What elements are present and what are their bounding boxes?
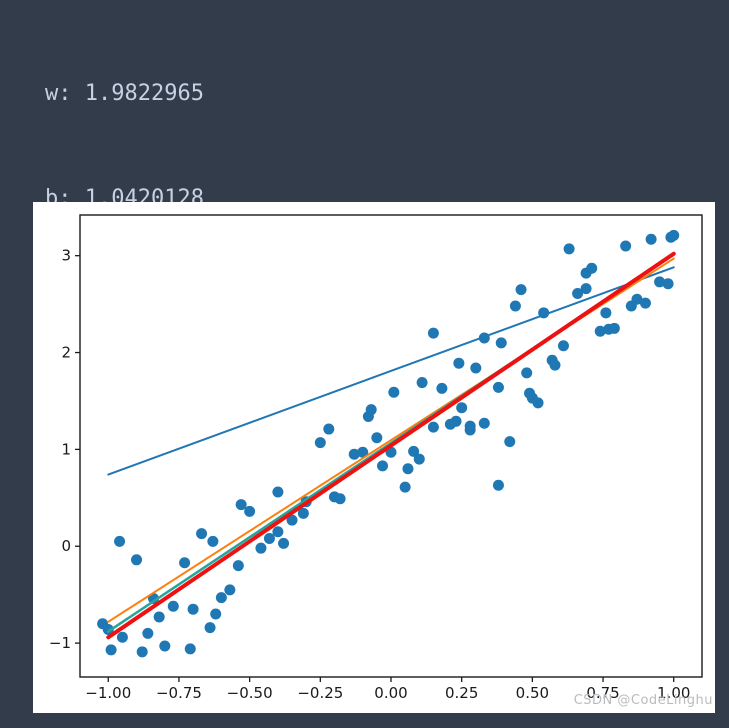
scatter-plot-svg: −1.00 −0.75 −0.50 −0.25 0.00 0.25 0.50 0.75 1.00… (49, 214, 703, 702)
scatter-point (453, 357, 465, 369)
scatter-point (668, 229, 680, 241)
scatter-point (495, 337, 507, 349)
x-tick-label: 0.00 (374, 684, 407, 702)
scatter-point (114, 535, 126, 547)
scatter-point (244, 505, 256, 517)
watermark: CSDN @CodeLinghu (573, 693, 713, 708)
scatter-point (105, 644, 117, 656)
scatter-point (478, 417, 490, 429)
scatter-point (210, 608, 222, 620)
scatter-point (416, 377, 428, 389)
scatter-point (532, 397, 544, 409)
scatter-point (136, 646, 148, 658)
scatter-point (600, 307, 612, 319)
scatter-point (504, 436, 516, 448)
scatter-point (580, 283, 592, 295)
y-tick-label: 2 (61, 344, 71, 362)
scatter-point (365, 404, 377, 416)
scatter-point (278, 537, 290, 549)
scatter-point (631, 293, 643, 305)
scatter-point (215, 592, 227, 604)
axes-border (79, 214, 703, 678)
y-tick-label: −1 (49, 634, 71, 652)
scatter-point (639, 297, 651, 309)
scatter-point (357, 446, 369, 458)
scatter-point (272, 486, 284, 498)
scatter-point (427, 327, 439, 339)
scatter-point (586, 262, 598, 274)
scatter-point (436, 382, 448, 394)
scatter-point (572, 287, 584, 299)
x-tick-label: −0.25 (297, 684, 343, 702)
scatter-point (456, 402, 468, 414)
console-line-w: w: 1.9822965 (45, 81, 204, 106)
scatter-point (620, 240, 632, 252)
scatter-point (334, 493, 346, 505)
scatter-point (232, 560, 244, 572)
scatter-point (179, 557, 191, 569)
scatter-point (594, 325, 606, 337)
scatter-point (645, 233, 657, 245)
scatter-point (450, 415, 462, 427)
scatter-point (492, 479, 504, 491)
scatter-point (402, 463, 414, 475)
scatter-point (224, 584, 236, 596)
x-tick-label: −0.50 (227, 684, 273, 702)
scatter-point (654, 276, 666, 288)
scatter-point (207, 535, 219, 547)
scatter-point (286, 514, 298, 526)
scatter-point (413, 453, 425, 465)
scatter-point (377, 460, 389, 472)
scatter-point (235, 499, 247, 511)
scatter-point (509, 300, 521, 312)
figure: −1.00 −0.75 −0.50 −0.25 0.00 0.25 0.50 0.75 1.00… (33, 202, 715, 713)
y-tick-label: 3 (61, 247, 71, 265)
y-tick-label: 1 (61, 440, 71, 458)
scatter-point (263, 532, 275, 544)
y-tick-label: 0 (61, 537, 71, 555)
scatter-point (148, 593, 160, 605)
x-tick-label: 0.25 (445, 684, 478, 702)
scatter-point (464, 420, 476, 432)
x-tick-label: −0.75 (156, 684, 202, 702)
scatter-point (255, 542, 267, 554)
scatter-point (427, 421, 439, 433)
scatter-point (297, 507, 309, 519)
scatter-point (116, 631, 128, 643)
scatter-point (371, 432, 383, 444)
scatter-point (102, 624, 114, 636)
epoch-line-1 (107, 266, 675, 476)
scatter-point (187, 603, 199, 615)
scatter-point (388, 386, 400, 398)
scatter-point (662, 278, 674, 290)
scatter-point (608, 322, 620, 334)
scatter-point (131, 554, 143, 566)
scatter-point (314, 437, 326, 449)
scatter-point (196, 528, 208, 540)
scatter-point (492, 381, 504, 393)
scatter-point (204, 622, 216, 634)
x-tick-label: 1.00 (657, 684, 690, 702)
scatter-point (142, 627, 154, 639)
x-tick-label: −1.00 (85, 684, 131, 702)
scatter-point (470, 362, 482, 374)
scatter-point (563, 243, 575, 255)
scatter-point (515, 284, 527, 296)
scatter-point (272, 526, 284, 538)
fitted-line-final (106, 251, 676, 640)
scatter-point (399, 481, 411, 493)
scatter-point (348, 448, 360, 460)
scatter-point (167, 600, 179, 612)
scatter-point (408, 445, 420, 457)
scatter-point (557, 340, 569, 352)
scatter-point (184, 643, 196, 655)
scatter-point (323, 423, 335, 435)
scatter-point (159, 640, 171, 652)
scatter-point (549, 359, 561, 371)
x-tick-label: 0.75 (586, 684, 619, 702)
scatter-point (521, 367, 533, 379)
x-tick-label: 0.50 (516, 684, 549, 702)
scatter-point (153, 611, 165, 623)
